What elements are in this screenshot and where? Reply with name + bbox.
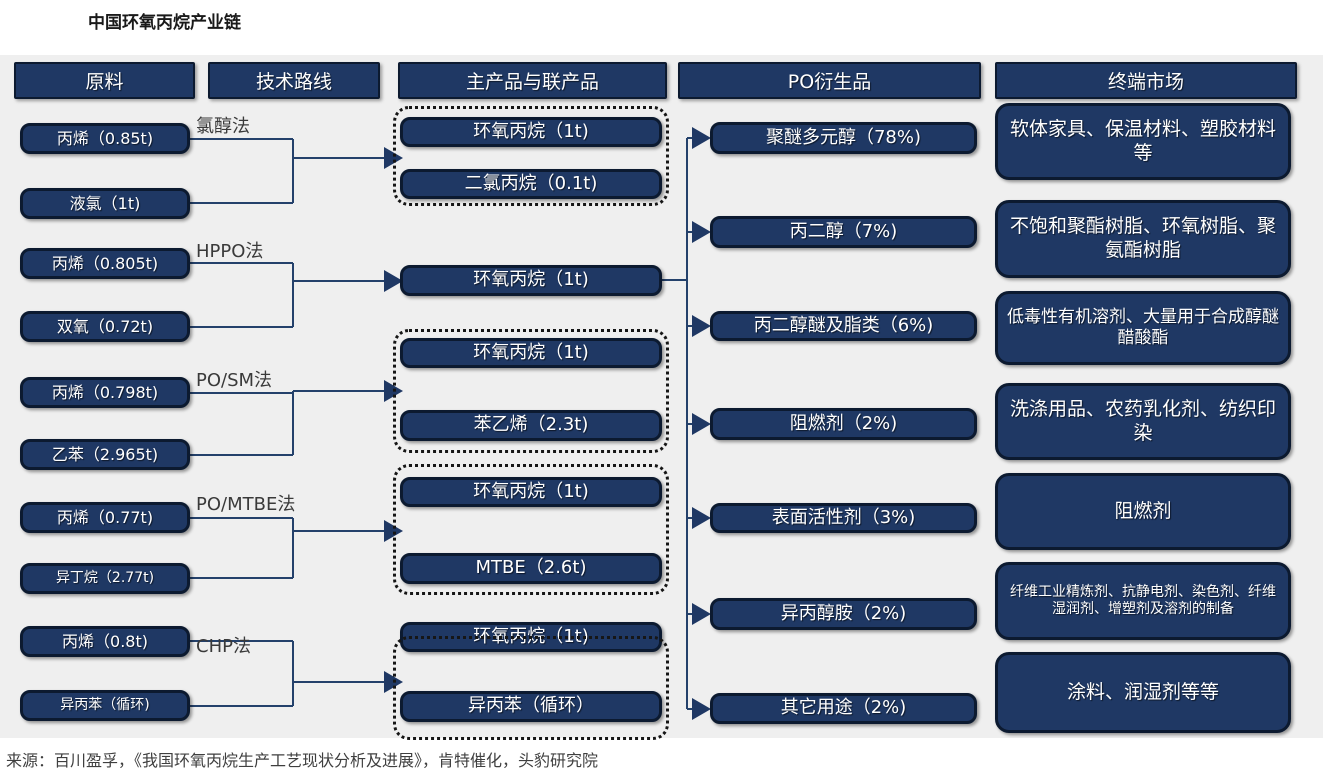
arrow-icon — [692, 698, 711, 720]
derivative-box: 阻燃剂（2%) — [710, 408, 977, 440]
arrow-icon — [692, 413, 711, 435]
raw-box: 双氧（0.72t) — [20, 311, 190, 342]
route-3-connector — [190, 517, 403, 579]
route-label-hppo: HPPO法 — [196, 241, 264, 262]
raw-box: 乙苯（2.965t) — [20, 439, 190, 470]
product-box: 二氯丙烷（0.1t) — [400, 169, 662, 199]
arrow-icon — [384, 147, 403, 169]
raw-box: 异丁烷（2.77t) — [20, 563, 190, 594]
derivative-box: 丙二醇醚及脂类（6%) — [710, 311, 977, 341]
route-label-posm: PO/SM法 — [196, 370, 273, 391]
arrow-icon — [692, 603, 711, 625]
product-box: 异丙苯（循环） — [400, 691, 662, 722]
header-main-products: 主产品与联产品 — [398, 62, 667, 99]
raw-box: 异丙苯（循环) — [20, 690, 190, 721]
connector-line — [662, 138, 688, 709]
route-label-chp: CHP法 — [196, 636, 251, 657]
derivatives-trunk-connector — [662, 127, 711, 720]
connector-line — [190, 138, 384, 204]
product-box: MTBE（2.6t) — [400, 553, 662, 584]
route-1-connector — [190, 262, 403, 328]
end-market-box: 纤维工业精炼剂、抗静电剂、染色剂、纤维湿润剂、增塑剂及溶剂的制备 — [995, 562, 1291, 640]
header-raw-materials: 原料 — [14, 62, 195, 99]
arrow-icon — [692, 221, 711, 243]
page-title: 中国环氧丙烷产业链 — [88, 13, 241, 33]
product-box: 环氧丙烷（1t) — [400, 265, 662, 296]
product-box: 环氧丙烷（1t) — [400, 117, 662, 147]
raw-box: 丙烯（0.805t) — [20, 248, 190, 279]
derivative-box: 聚醚多元醇（78%) — [710, 122, 977, 154]
end-market-box: 低毒性有机溶剂、大量用于合成醇醚醋酸酯 — [995, 291, 1291, 365]
derivative-box: 丙二醇（7%) — [710, 216, 977, 248]
product-box: 环氧丙烷（1t) — [400, 338, 662, 368]
raw-box: 丙烯（0.8t) — [20, 626, 190, 657]
source-note: 来源：百川盈孚，《我国环氧丙烷生产工艺现状分析及进展》，肯特催化，头豹研究院 — [6, 751, 599, 770]
product-box: 环氧丙烷（1t) — [400, 622, 662, 652]
header-end-markets: 终端市场 — [995, 62, 1297, 99]
end-market-box: 洗涤用品、农药乳化剂、纺织印染 — [995, 383, 1291, 460]
raw-box: 液氯（1t) — [20, 188, 190, 219]
arrow-icon — [384, 270, 403, 292]
connector-line — [190, 517, 384, 579]
arrow-icon — [692, 127, 711, 149]
arrow-icon — [692, 507, 711, 529]
connector-line — [687, 137, 692, 710]
derivative-box: 异丙醇胺（2%) — [710, 598, 977, 630]
header-po-derivatives: PO衍生品 — [678, 62, 981, 99]
raw-box: 丙烯（0.85t) — [20, 123, 190, 154]
end-market-box: 阻燃剂 — [995, 473, 1291, 550]
connector-line — [190, 390, 384, 456]
arrow-icon — [384, 380, 403, 402]
route-label-chlorohydrin: 氯醇法 — [196, 116, 250, 137]
arrow-icon — [692, 315, 711, 337]
product-box: 苯乙烯（2.3t) — [400, 410, 662, 441]
route-0-connector — [190, 138, 403, 204]
connector-line — [190, 640, 384, 707]
connector-line — [190, 262, 384, 328]
arrow-icon — [384, 520, 403, 542]
derivative-box: 表面活性剂（3%) — [710, 503, 977, 533]
raw-box: 丙烯（0.798t) — [20, 377, 190, 408]
header-tech-routes: 技术路线 — [208, 62, 380, 99]
end-market-box: 不饱和聚酯树脂、环氧树脂、聚氨酯树脂 — [995, 200, 1291, 278]
route-label-pomtbe: PO/MTBE法 — [196, 494, 296, 515]
derivative-box: 其它用途（2%) — [710, 693, 977, 724]
end-market-box: 软体家具、保温材料、塑胶材料等 — [995, 103, 1291, 180]
product-box: 环氧丙烷（1t) — [400, 477, 662, 507]
end-market-box: 涂料、润湿剂等等 — [995, 652, 1291, 733]
arrow-icon — [384, 671, 403, 693]
raw-box: 丙烯（0.77t) — [20, 502, 190, 533]
